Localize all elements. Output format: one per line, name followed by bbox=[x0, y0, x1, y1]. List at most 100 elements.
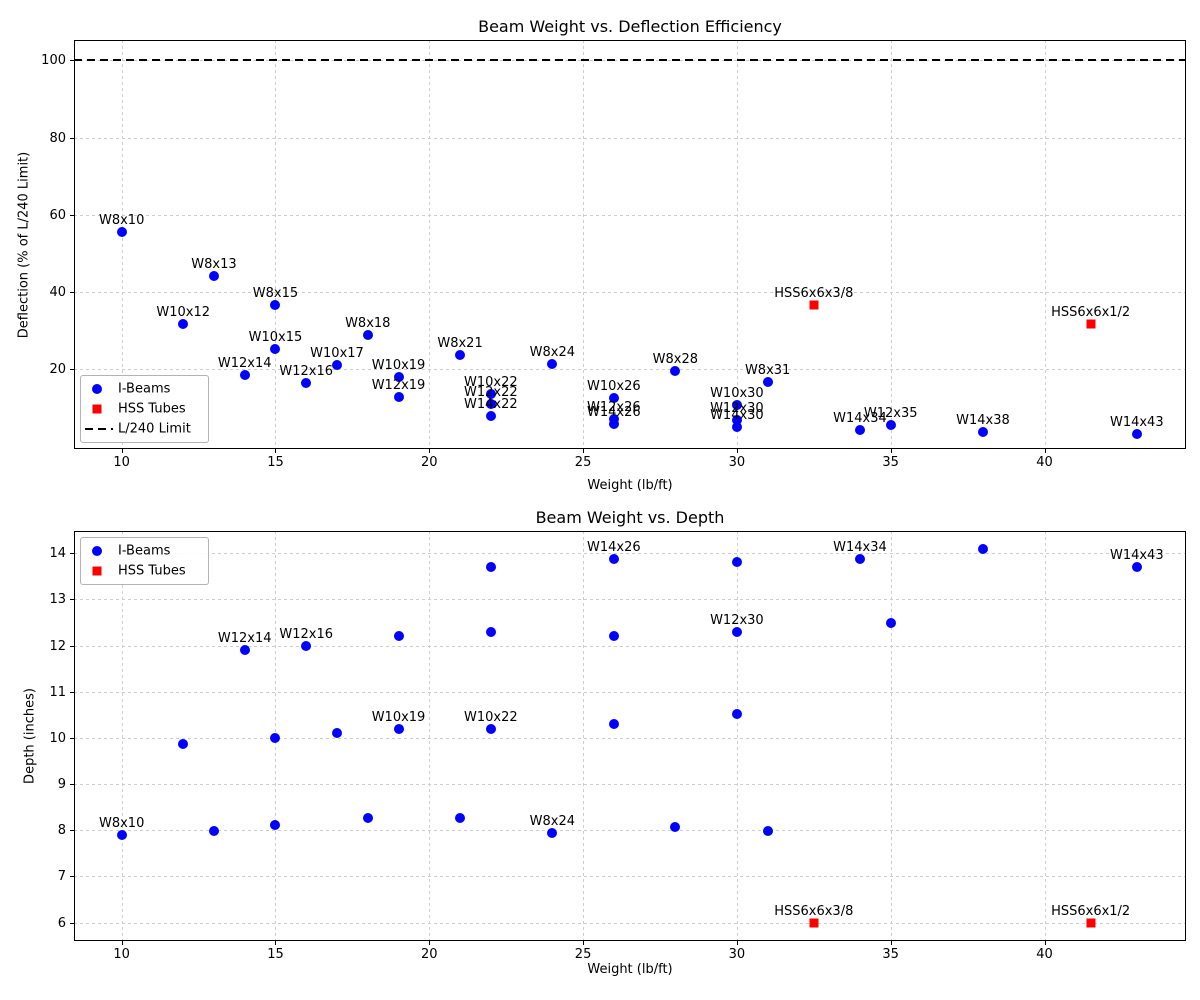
data-point-W8x28 bbox=[670, 822, 681, 833]
y-tick-label: 9 bbox=[57, 777, 66, 793]
data-point-HSS6x6x3/8 bbox=[809, 918, 819, 928]
point-label-W12x35: W12x35 bbox=[863, 406, 918, 422]
x-tick-label: 20 bbox=[421, 947, 438, 962]
legend-label: I-Beams bbox=[118, 543, 171, 559]
point-label-W12x16: W12x16 bbox=[279, 626, 334, 642]
data-point-W14x34 bbox=[854, 553, 865, 564]
y-tick bbox=[70, 137, 74, 139]
data-point-W12x22 bbox=[485, 627, 496, 638]
x-tick bbox=[736, 449, 738, 453]
point-label-W14x34: W14x34 bbox=[833, 539, 887, 555]
y-tick bbox=[70, 60, 74, 62]
point-label-W12x30: W12x30 bbox=[710, 613, 764, 629]
data-point-W10x26 bbox=[608, 393, 619, 404]
data-point-W10x17 bbox=[332, 727, 342, 738]
data-point-W10x22 bbox=[485, 389, 496, 400]
x-gridline bbox=[736, 531, 738, 941]
point-label-W10x19: W10x19 bbox=[371, 710, 426, 726]
data-point-W8x15 bbox=[270, 299, 281, 310]
y-gridline bbox=[74, 784, 1186, 786]
data-point-W12x26 bbox=[608, 413, 619, 424]
x-gridline bbox=[1044, 40, 1046, 449]
x-gridline bbox=[121, 40, 123, 449]
x-tick-label: 10 bbox=[113, 455, 130, 470]
y-tick-label: 14 bbox=[49, 546, 66, 562]
legend-label: I-Beams bbox=[118, 381, 171, 397]
y-tick bbox=[70, 553, 74, 555]
x-tick-label: 40 bbox=[1036, 455, 1053, 470]
point-label-W8x10: W8x10 bbox=[98, 212, 145, 228]
y-gridline bbox=[74, 553, 1186, 555]
data-point-W8x10 bbox=[116, 226, 127, 237]
data-point-W12x30 bbox=[731, 415, 742, 426]
data-point-W12x16 bbox=[301, 378, 312, 389]
y-tick bbox=[70, 830, 74, 832]
data-point-W14x30 bbox=[731, 421, 742, 432]
point-label-W8x24: W8x24 bbox=[529, 344, 576, 360]
y-tick-label: 11 bbox=[49, 684, 66, 700]
data-point-W10x15 bbox=[270, 343, 281, 354]
y-tick bbox=[70, 368, 74, 370]
point-label-W14x26: W14x26 bbox=[587, 404, 641, 420]
data-point-W8x18 bbox=[362, 812, 373, 823]
x-gridline bbox=[583, 40, 585, 449]
data-point-W10x12 bbox=[178, 738, 189, 749]
axes-border bbox=[74, 40, 1186, 449]
point-label-W12x30: W12x30 bbox=[710, 401, 764, 417]
y-tick bbox=[70, 922, 74, 924]
data-point-W12x30 bbox=[731, 627, 742, 638]
y-tick-label: 80 bbox=[49, 130, 66, 146]
point-label-W12x22: W12x22 bbox=[463, 384, 518, 400]
point-label-W8x28: W8x28 bbox=[652, 352, 699, 368]
x-tick-label: 30 bbox=[728, 947, 746, 962]
data-point-W12x14 bbox=[239, 644, 250, 655]
x-tick bbox=[736, 941, 738, 945]
limit-line bbox=[74, 59, 1186, 62]
data-point-W14x43 bbox=[1131, 562, 1142, 573]
x-gridline bbox=[890, 531, 892, 941]
data-point-W12x35 bbox=[885, 617, 896, 628]
point-label-HSS6x6x1/2: HSS6x6x1/2 bbox=[1051, 304, 1131, 320]
data-point-W10x15 bbox=[270, 732, 281, 743]
y-tick bbox=[70, 737, 74, 739]
y-tick bbox=[70, 291, 74, 293]
x-tick-label: 30 bbox=[728, 455, 746, 470]
x-tick bbox=[890, 941, 892, 945]
y-tick bbox=[70, 599, 74, 601]
axes-border bbox=[74, 531, 1186, 941]
data-point-HSS6x6x3/8 bbox=[809, 300, 819, 310]
point-label-W14x22: W14x22 bbox=[463, 396, 518, 412]
y-tick bbox=[70, 645, 74, 647]
data-point-W8x15 bbox=[270, 820, 281, 831]
y-gridline bbox=[74, 137, 1186, 139]
data-point-W10x30 bbox=[731, 400, 742, 411]
data-point-W14x38 bbox=[977, 544, 988, 555]
data-point-W10x26 bbox=[608, 718, 619, 729]
data-point-W14x34 bbox=[854, 425, 865, 436]
point-label-W12x16: W12x16 bbox=[279, 364, 334, 380]
point-label-W14x43: W14x43 bbox=[1109, 548, 1164, 564]
point-label-W10x19: W10x19 bbox=[371, 357, 426, 373]
point-label-W8x21: W8x21 bbox=[437, 335, 483, 351]
point-label-W10x22: W10x22 bbox=[463, 710, 518, 726]
point-label-W14x26: W14x26 bbox=[587, 539, 641, 555]
y-gridline bbox=[74, 645, 1186, 647]
legend-label: HSS Tubes bbox=[118, 563, 186, 579]
y-gridline bbox=[74, 737, 1186, 739]
x-tick-label: 25 bbox=[574, 947, 592, 962]
x-tick-label: 25 bbox=[574, 455, 592, 470]
y-tick-label: 60 bbox=[49, 207, 66, 223]
legend: I-Beams HSS Tubes bbox=[80, 537, 209, 585]
data-point-W8x18 bbox=[362, 330, 373, 341]
y-tick-label: 13 bbox=[49, 592, 66, 608]
x-tick bbox=[121, 449, 123, 453]
legend-square-marker bbox=[92, 566, 102, 576]
y-tick bbox=[70, 214, 74, 216]
data-point-W12x19 bbox=[393, 630, 404, 641]
data-point-W10x22 bbox=[485, 724, 496, 735]
data-point-W14x43 bbox=[1131, 429, 1142, 440]
point-label-W8x13: W8x13 bbox=[191, 256, 237, 272]
x-tick bbox=[583, 449, 585, 453]
data-point-W12x26 bbox=[608, 630, 619, 641]
legend-label: L/240 Limit bbox=[118, 421, 191, 437]
